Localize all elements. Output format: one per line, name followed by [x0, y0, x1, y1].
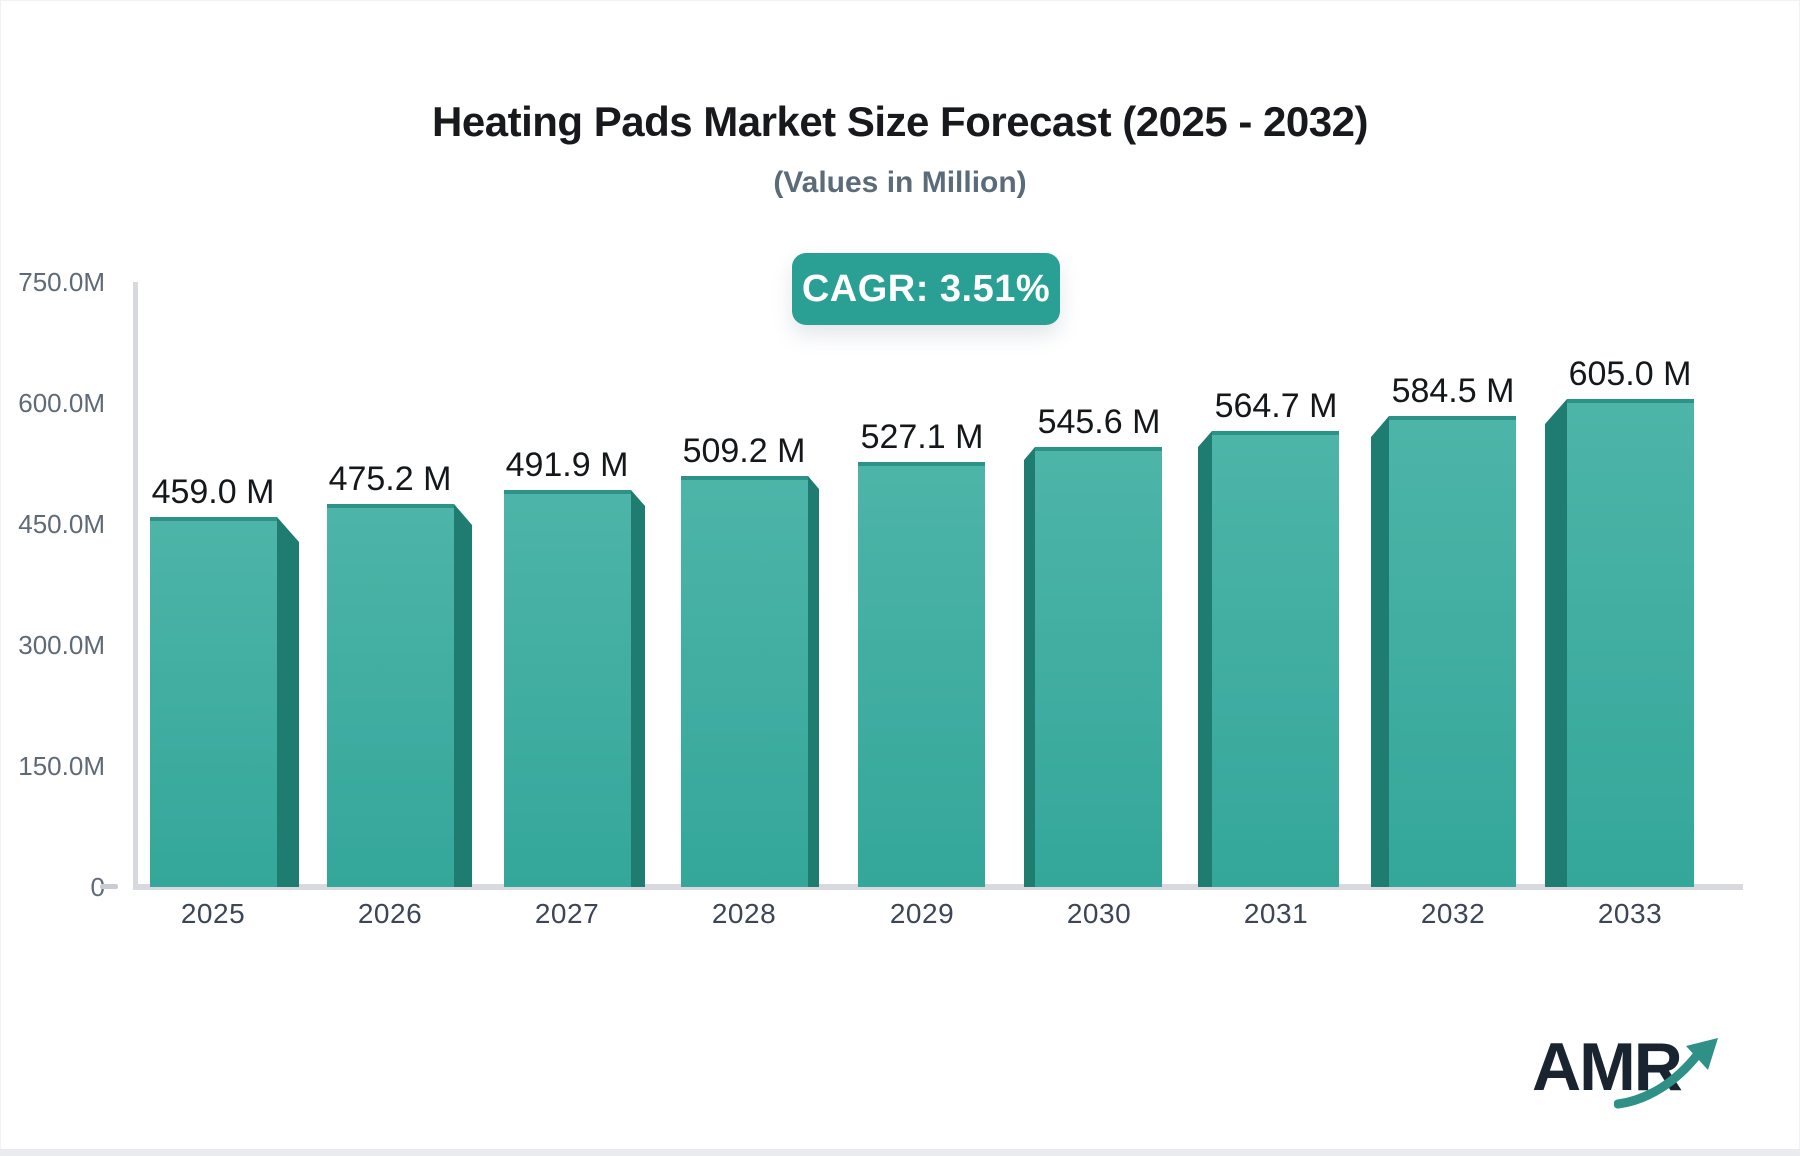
chart-title: Heating Pads Market Size Forecast (2025 … — [432, 98, 1368, 145]
bar-side-face-2028 — [808, 476, 819, 887]
growth-arrow-icon — [1614, 1038, 1718, 1109]
bar-side-face-2026 — [454, 504, 472, 887]
bar-side-face-2025 — [277, 517, 299, 887]
y-axis-line — [133, 282, 138, 888]
bar-side-face-2033 — [1545, 399, 1567, 887]
zero-tick-mark — [100, 884, 118, 889]
bar-2031 — [1212, 431, 1339, 887]
cagr-badge: CAGR: 3.51% — [792, 253, 1060, 325]
bar-value-label: 545.6 M — [1037, 403, 1161, 441]
bar-side-face-2027 — [631, 490, 645, 887]
bar-2032 — [1389, 416, 1516, 887]
x-axis-label-2026: 2026 — [357, 898, 423, 929]
brand-logo: AMR — [1532, 1022, 1732, 1112]
x-axis-label-2025: 2025 — [180, 898, 246, 929]
bottom-edge-strip — [0, 1149, 1800, 1156]
bar-2030 — [1035, 447, 1162, 887]
x-axis-label-2030: 2030 — [1066, 898, 1132, 929]
y-axis-tick-label: 600.0M — [18, 388, 105, 418]
bar-value-label: 491.9 M — [505, 446, 629, 484]
y-axis-tick-label: 300.0M — [18, 630, 105, 660]
x-axis-baseline — [133, 884, 1743, 890]
x-axis-label-2029: 2029 — [889, 898, 955, 929]
bar-value-label: 475.2 M — [328, 460, 452, 498]
y-axis-tick-label: 450.0M — [18, 509, 105, 539]
bar-side-face-2032 — [1371, 416, 1389, 887]
bar-value-label: 564.7 M — [1214, 387, 1338, 425]
y-axis-tick-label: 750.0M — [18, 267, 105, 297]
bar-2026 — [327, 504, 454, 887]
x-axis-label-2032: 2032 — [1420, 898, 1486, 929]
x-axis-label-2027: 2027 — [534, 898, 600, 929]
bar-value-label: 459.0 M — [151, 473, 275, 511]
cagr-badge-label: CAGR: 3.51% — [801, 267, 1051, 310]
chart-subtitle: (Values in Million) — [773, 166, 1027, 199]
y-axis-tick-label: 150.0M — [18, 751, 105, 781]
bar-2025 — [150, 517, 277, 887]
y-axis-tick-label: 0 — [90, 872, 105, 902]
x-axis-label-2031: 2031 — [1243, 898, 1309, 929]
x-axis-label-2033: 2033 — [1597, 898, 1663, 929]
bar-value-label: 605.0 M — [1568, 355, 1692, 393]
bar-2028 — [681, 476, 808, 887]
x-axis-label-2028: 2028 — [711, 898, 777, 929]
bar-2033 — [1567, 399, 1694, 887]
bar-2027 — [504, 490, 631, 887]
bar-value-label: 509.2 M — [682, 432, 806, 470]
bar-2029 — [858, 462, 985, 887]
bar-value-label: 527.1 M — [860, 418, 984, 456]
bar-side-face-2031 — [1198, 431, 1212, 887]
bar-side-face-2030 — [1024, 447, 1035, 887]
bar-value-label: 584.5 M — [1391, 372, 1515, 410]
